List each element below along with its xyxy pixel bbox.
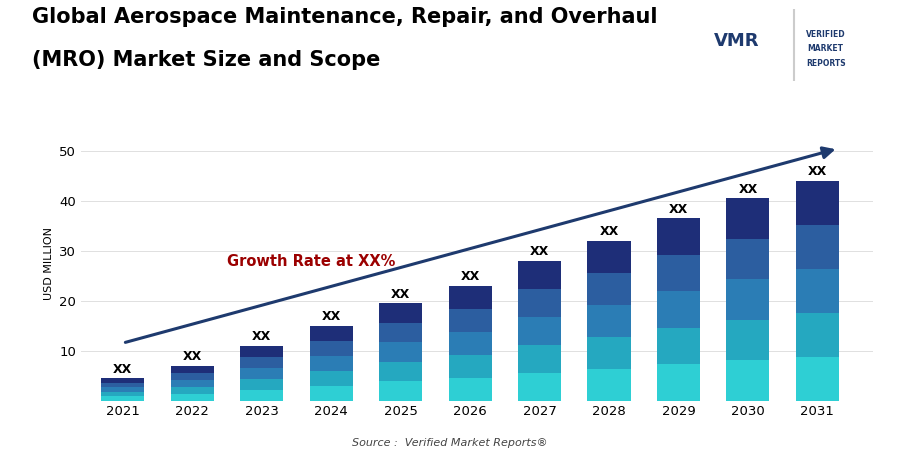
Bar — [796, 225, 839, 269]
Bar — [448, 378, 491, 401]
Bar — [448, 309, 491, 332]
Text: Growth Rate at XX%: Growth Rate at XX% — [227, 254, 395, 269]
Bar — [726, 198, 770, 239]
Bar — [310, 386, 353, 400]
Bar — [518, 261, 561, 289]
Bar — [726, 360, 770, 400]
Text: XX: XX — [461, 270, 480, 283]
Bar — [379, 381, 422, 400]
Bar — [101, 387, 144, 392]
Bar — [379, 342, 422, 361]
Text: REPORTS: REPORTS — [806, 58, 846, 68]
Bar — [657, 255, 700, 291]
Bar — [657, 364, 700, 400]
Bar — [588, 305, 631, 337]
Bar — [657, 328, 700, 364]
Bar — [448, 286, 491, 309]
Bar — [796, 313, 839, 356]
Bar — [726, 279, 770, 320]
Bar — [796, 269, 839, 313]
Bar — [240, 390, 284, 400]
Text: Source :  Verified Market Reports®: Source : Verified Market Reports® — [352, 438, 548, 448]
Bar — [171, 387, 213, 393]
Text: Global Aerospace Maintenance, Repair, and Overhaul: Global Aerospace Maintenance, Repair, an… — [32, 7, 657, 27]
Bar — [101, 396, 144, 400]
Bar — [518, 345, 561, 373]
Bar — [310, 370, 353, 386]
Bar — [379, 361, 422, 381]
Bar — [240, 368, 284, 378]
Bar — [448, 332, 491, 355]
Text: XX: XX — [530, 245, 549, 258]
Bar — [588, 369, 631, 400]
Text: (MRO) Market Size and Scope: (MRO) Market Size and Scope — [32, 50, 380, 70]
Text: XX: XX — [738, 183, 758, 196]
Text: XX: XX — [808, 166, 827, 178]
Text: MARKET: MARKET — [808, 44, 844, 53]
Bar — [379, 303, 422, 323]
Bar — [726, 320, 770, 360]
Bar — [171, 365, 213, 373]
Bar — [171, 373, 213, 379]
Text: XX: XX — [321, 310, 341, 323]
Bar — [588, 241, 631, 273]
Text: XX: XX — [391, 288, 410, 301]
Bar — [310, 326, 353, 341]
Bar — [657, 291, 700, 328]
Text: VMR: VMR — [715, 32, 760, 50]
Text: XX: XX — [669, 203, 689, 216]
Bar — [726, 239, 770, 279]
Bar — [657, 218, 700, 255]
Bar — [310, 341, 353, 356]
Bar — [796, 356, 839, 400]
Bar — [171, 379, 213, 387]
Bar — [240, 378, 284, 390]
Bar — [588, 337, 631, 369]
Bar — [518, 317, 561, 345]
Bar — [101, 392, 144, 396]
Bar — [518, 289, 561, 317]
Bar — [379, 323, 422, 342]
Bar — [101, 378, 144, 382]
Bar — [240, 356, 284, 368]
Bar — [448, 355, 491, 378]
Bar — [240, 346, 284, 356]
Bar — [588, 273, 631, 305]
Bar — [518, 373, 561, 400]
Text: XX: XX — [252, 330, 271, 343]
Text: XX: XX — [113, 363, 132, 376]
Bar — [171, 393, 213, 400]
Text: XX: XX — [183, 350, 202, 363]
Bar — [796, 181, 839, 225]
Y-axis label: USD MILLION: USD MILLION — [44, 227, 54, 300]
Text: XX: XX — [599, 225, 618, 238]
Bar — [310, 356, 353, 370]
Text: VERIFIED: VERIFIED — [806, 30, 846, 39]
Bar — [101, 382, 144, 387]
